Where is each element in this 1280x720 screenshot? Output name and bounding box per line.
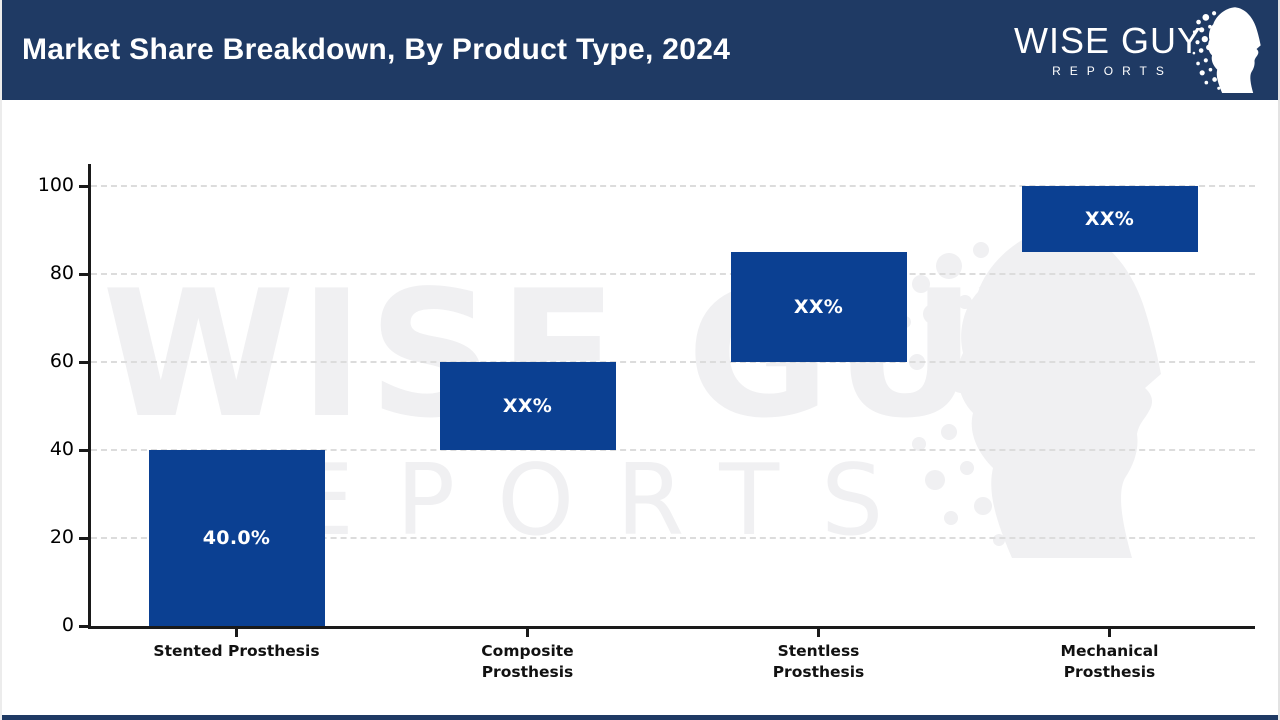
y-tick <box>79 361 88 364</box>
y-tick-label: 60 <box>49 350 74 372</box>
y-tick <box>79 625 88 628</box>
x-category-label: Mechanical Prosthesis <box>1060 642 1159 681</box>
watermark-subtext: REPORTS <box>182 444 926 558</box>
brand-text: WISE GUY REPORTS <box>1013 19 1202 78</box>
page-title: Market Share Breakdown, By Product Type,… <box>22 33 731 66</box>
y-tick-label: 20 <box>49 526 74 548</box>
header-bar: Market Share Breakdown, By Product Type,… <box>2 0 1278 100</box>
brand-name: WISE GUY <box>1013 19 1202 61</box>
logo-face-icon <box>1192 7 1261 93</box>
watermark-face-icon <box>898 227 1161 558</box>
x-axis-line <box>88 626 1255 629</box>
brand-subname: REPORTS <box>1052 63 1173 78</box>
x-tick <box>1108 629 1111 637</box>
y-tick <box>79 273 88 276</box>
y-tick <box>79 185 88 188</box>
footer-bar <box>2 715 1278 720</box>
x-tick <box>526 629 529 637</box>
x-category-label: Stented Prosthesis <box>153 642 320 660</box>
x-tick <box>817 629 820 637</box>
y-tick-label: 0 <box>61 614 74 636</box>
y-tick <box>79 537 88 540</box>
x-category-label: Composite Prosthesis <box>481 642 574 681</box>
brand-logo: WISE GUY REPORTS <box>1014 6 1264 94</box>
y-tick <box>79 449 88 452</box>
y-axis-line <box>88 164 91 629</box>
y-tick-label: 80 <box>49 262 74 284</box>
y-tick-label: 100 <box>37 174 74 196</box>
y-tick-label: 40 <box>49 438 74 460</box>
x-tick <box>235 629 238 637</box>
gridline <box>91 185 1255 187</box>
x-category-label: Stentless Prosthesis <box>772 642 865 681</box>
